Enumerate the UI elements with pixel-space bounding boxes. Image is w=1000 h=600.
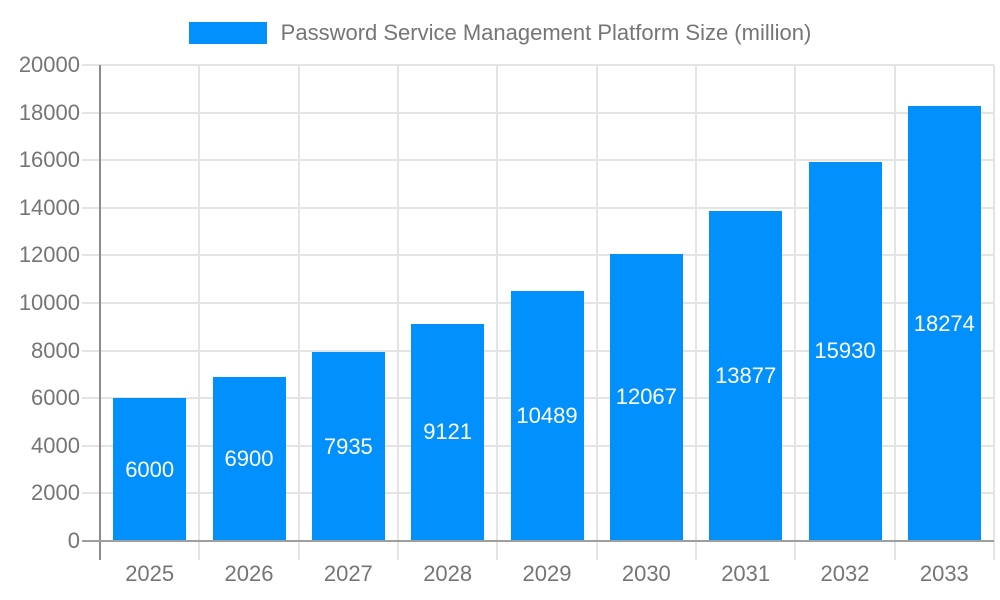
- y-axis-tick-label: 12000: [18, 242, 80, 268]
- legend: Password Service Management Platform Siz…: [0, 20, 1000, 46]
- y-axis-tick-label: 0: [67, 528, 80, 553]
- bar-value-label: 12067: [615, 384, 677, 410]
- bar[interactable]: [411, 323, 485, 541]
- y-axis-tick-label: 16000: [18, 147, 80, 173]
- bar-value-label: 9121: [423, 419, 473, 445]
- gridline-horizontal: [82, 159, 994, 162]
- bar-value-label: 6900: [224, 445, 274, 471]
- bar-value-label: 10489: [516, 403, 578, 429]
- x-axis-tick-label: 2028: [423, 561, 473, 586]
- bar[interactable]: [709, 210, 783, 541]
- bar[interactable]: [609, 253, 683, 541]
- bar-value-label: 15930: [814, 338, 876, 364]
- gridline-horizontal: [82, 111, 994, 114]
- y-axis-tick-label: 2000: [31, 480, 80, 506]
- bar[interactable]: [311, 352, 385, 541]
- gridline-horizontal: [82, 206, 994, 209]
- gridline-horizontal: [82, 64, 994, 66]
- x-axis-tick-label: 2030: [621, 561, 671, 586]
- y-axis-tick-label: 14000: [18, 194, 80, 220]
- bar[interactable]: [808, 161, 882, 541]
- y-axis-tick-label: 18000: [18, 99, 80, 125]
- gridline-vertical: [993, 65, 995, 560]
- x-axis-line: [82, 540, 994, 542]
- x-axis-tick-label: 2025: [125, 561, 175, 586]
- y-axis-tick-label: 20000: [18, 52, 80, 77]
- gridline-vertical: [695, 65, 697, 560]
- legend-swatch: [188, 22, 267, 44]
- gridline-vertical: [794, 65, 797, 560]
- x-axis-tick-label: 2029: [522, 561, 572, 586]
- x-axis-tick-label: 2031: [721, 561, 771, 586]
- gridline-vertical: [893, 65, 896, 560]
- x-axis-tick-label: 2027: [323, 561, 373, 586]
- gridline-vertical: [496, 65, 499, 560]
- x-axis-tick-label: 2026: [224, 561, 274, 586]
- y-axis-line: [99, 65, 101, 560]
- gridline-vertical: [595, 65, 598, 560]
- bar-value-label: 6000: [125, 456, 175, 482]
- y-axis-tick-label: 8000: [31, 337, 80, 363]
- x-axis-tick-label: 2032: [820, 561, 870, 586]
- bar[interactable]: [510, 291, 584, 541]
- y-axis-tick-label: 4000: [31, 432, 80, 458]
- gridline-horizontal: [82, 254, 994, 257]
- bar-value-label: 13877: [715, 362, 777, 388]
- y-axis-tick-label: 10000: [18, 290, 80, 315]
- gridline-vertical: [397, 65, 399, 560]
- gridline-vertical: [297, 65, 300, 560]
- bar-value-label: 7935: [323, 433, 373, 459]
- x-axis-tick-label: 2033: [919, 561, 969, 586]
- gridline-vertical: [198, 65, 201, 560]
- y-axis-tick-label: 6000: [31, 385, 80, 411]
- bar-value-label: 18274: [913, 310, 975, 336]
- bar[interactable]: [907, 106, 981, 541]
- bar[interactable]: [212, 376, 286, 541]
- bar[interactable]: [113, 398, 187, 541]
- legend-label: Password Service Management Platform Siz…: [280, 20, 812, 45]
